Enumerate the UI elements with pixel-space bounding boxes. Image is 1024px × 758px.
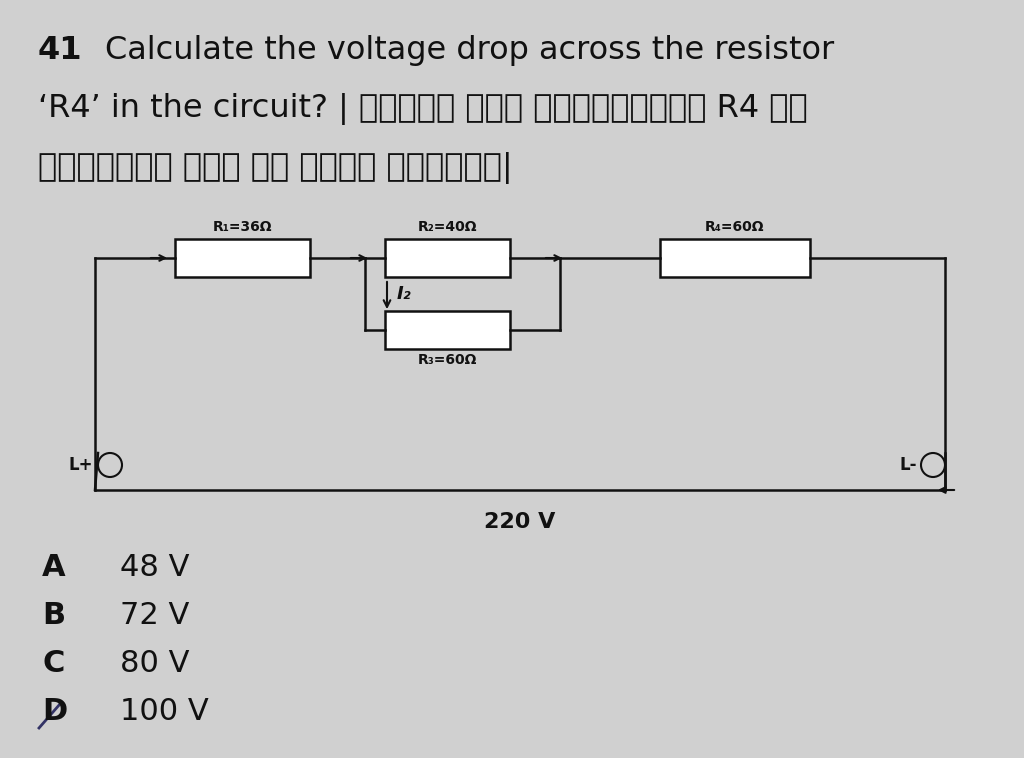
Text: A: A	[42, 553, 66, 582]
Text: वोल्टेज पात की गणना कीजिये|: वोल्टेज पात की गणना कीजिये|	[38, 152, 513, 184]
Text: 80 V: 80 V	[120, 650, 189, 678]
Text: ‘R4’ in the circuit? | परिपथ में प्रतिरोधक R4 पर: ‘R4’ in the circuit? | परिपथ में प्रतिरो…	[38, 93, 808, 125]
Text: R₁=36Ω: R₁=36Ω	[213, 220, 272, 234]
Text: B: B	[42, 602, 66, 631]
Text: Calculate the voltage drop across the resistor: Calculate the voltage drop across the re…	[105, 35, 835, 66]
Text: 72 V: 72 V	[120, 602, 189, 631]
Text: D: D	[42, 697, 68, 726]
Text: R₄=60Ω: R₄=60Ω	[706, 220, 765, 234]
Text: L-: L-	[899, 456, 918, 474]
Bar	[385, 239, 510, 277]
Text: 41: 41	[38, 35, 83, 66]
Text: 220 V: 220 V	[484, 512, 556, 532]
Bar	[660, 239, 810, 277]
Bar	[385, 311, 510, 349]
Bar	[175, 239, 310, 277]
Text: 48 V: 48 V	[120, 553, 189, 582]
Text: C: C	[42, 650, 65, 678]
Text: R₃=60Ω: R₃=60Ω	[418, 353, 477, 367]
Text: 100 V: 100 V	[120, 697, 209, 726]
Text: I₂: I₂	[397, 285, 412, 303]
Text: R₂=40Ω: R₂=40Ω	[418, 220, 477, 234]
Text: L+: L+	[69, 456, 93, 474]
